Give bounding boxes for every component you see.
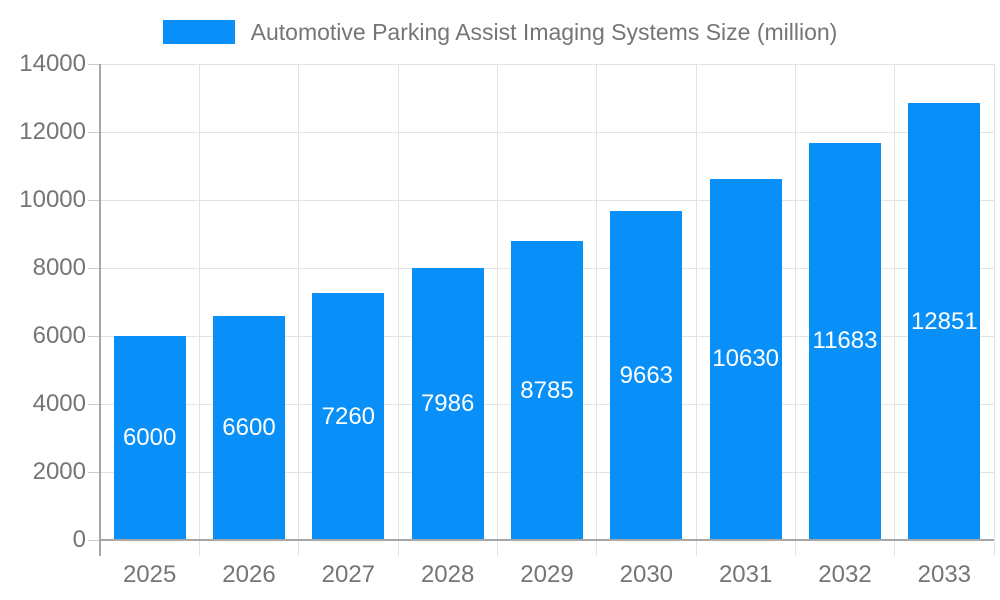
y-axis-tick (88, 403, 100, 405)
bar-value-label: 10630 (712, 345, 780, 373)
y-axis-tick (88, 335, 100, 337)
bar (113, 336, 186, 540)
x-axis-label: 2026 (222, 561, 276, 588)
y-axis-label: 8000 (32, 254, 86, 281)
y-gridline (100, 199, 994, 201)
x-gridline (993, 64, 995, 556)
x-gridline (894, 64, 896, 556)
bar-value-label: 7260 (321, 402, 376, 430)
y-axis-tick (88, 199, 100, 201)
bar-value-label: 11683 (812, 327, 878, 355)
x-axis-label: 2025 (122, 561, 177, 588)
x-gridline (198, 64, 200, 556)
bar (908, 103, 981, 540)
bar-value-label: 12851 (910, 307, 978, 335)
y-axis-label: 14000 (19, 50, 86, 77)
x-axis-line (99, 539, 994, 541)
y-axis-tick (88, 63, 100, 65)
x-axis-label: 2033 (917, 561, 972, 588)
y-axis-label: 2000 (32, 458, 86, 485)
bar (809, 142, 881, 540)
y-axis-label: 0 (72, 526, 86, 553)
bar-value-label: 6600 (222, 413, 276, 441)
bar (511, 241, 583, 540)
bar (312, 293, 385, 540)
bar-value-label: 7986 (420, 390, 475, 418)
x-gridline (496, 64, 498, 556)
y-axis-line (99, 64, 101, 556)
bar (411, 268, 484, 540)
y-axis-label: 12000 (19, 118, 86, 145)
x-axis-label: 2032 (818, 561, 872, 588)
bar (610, 211, 683, 540)
x-axis-label: 2029 (520, 561, 574, 588)
x-gridline (596, 64, 598, 556)
y-axis-tick (88, 539, 100, 541)
bar-value-label: 9663 (619, 361, 674, 389)
y-axis-label: 4000 (32, 390, 86, 417)
bar-value-label: 6000 (122, 424, 177, 451)
bar-value-label: 8785 (520, 376, 574, 404)
chart-legend[interactable]: Automotive Parking Assist Imaging System… (0, 14, 1000, 50)
y-gridline (100, 131, 994, 133)
bar (709, 178, 782, 540)
y-axis-tick (88, 471, 100, 473)
y-axis-tick (88, 267, 100, 269)
y-axis-label: 6000 (32, 322, 86, 349)
x-gridline (298, 64, 300, 556)
bar (213, 315, 285, 540)
y-axis-tick (88, 131, 100, 133)
x-axis-label: 2028 (420, 561, 475, 588)
x-gridline (695, 64, 697, 556)
x-axis-label: 2027 (321, 561, 376, 588)
x-gridline (397, 64, 399, 556)
legend-swatch (162, 20, 235, 44)
x-gridline (794, 64, 796, 556)
x-axis-label: 2031 (718, 561, 773, 588)
y-axis-label: 10000 (19, 186, 86, 213)
x-axis-label: 2030 (619, 561, 674, 588)
legend-label: Automotive Parking Assist Imaging System… (250, 18, 838, 45)
y-gridline (100, 63, 994, 65)
